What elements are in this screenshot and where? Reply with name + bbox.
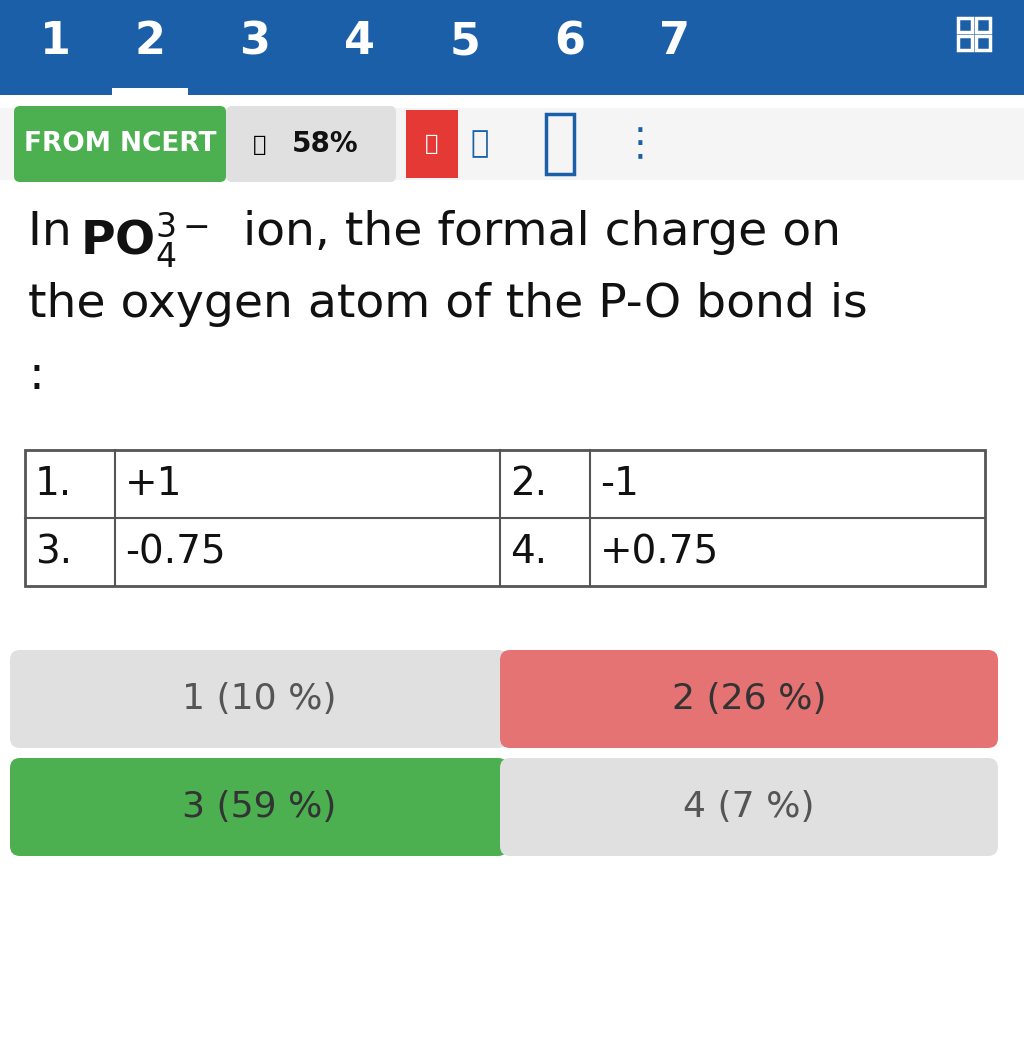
FancyBboxPatch shape	[10, 650, 508, 748]
FancyBboxPatch shape	[25, 450, 985, 586]
Text: 3.: 3.	[35, 533, 72, 571]
FancyBboxPatch shape	[14, 106, 226, 183]
Text: 👍: 👍	[253, 135, 266, 155]
Text: 3: 3	[240, 20, 270, 63]
Text: 2 (26 %): 2 (26 %)	[672, 682, 826, 716]
Text: the oxygen atom of the P-O bond is: the oxygen atom of the P-O bond is	[28, 282, 867, 327]
Text: ion, the formal charge on: ion, the formal charge on	[228, 210, 841, 255]
Text: +1: +1	[125, 465, 182, 503]
FancyBboxPatch shape	[10, 757, 508, 856]
FancyBboxPatch shape	[0, 108, 1024, 180]
Text: 58%: 58%	[292, 130, 358, 158]
FancyBboxPatch shape	[0, 0, 1024, 95]
Text: +0.75: +0.75	[600, 533, 719, 571]
Text: 5: 5	[450, 20, 480, 63]
Text: :: :	[28, 354, 44, 399]
Text: 1.: 1.	[35, 465, 73, 503]
FancyBboxPatch shape	[500, 757, 998, 856]
Text: $\mathbf{PO}_4^{3-}$: $\mathbf{PO}_4^{3-}$	[80, 210, 209, 270]
Text: 4 (7 %): 4 (7 %)	[683, 790, 815, 824]
Text: 6: 6	[555, 20, 586, 63]
FancyBboxPatch shape	[500, 650, 998, 748]
Text: FROM NCERT: FROM NCERT	[24, 131, 216, 157]
Text: 4.: 4.	[510, 533, 547, 571]
Text: ❌: ❌	[425, 134, 438, 154]
Text: In: In	[28, 210, 87, 255]
Text: 2.: 2.	[510, 465, 547, 503]
Text: 3 (59 %): 3 (59 %)	[182, 790, 336, 824]
Text: ⋮: ⋮	[621, 124, 659, 164]
Text: 4: 4	[344, 20, 376, 63]
Text: 7: 7	[659, 20, 690, 63]
FancyBboxPatch shape	[226, 106, 396, 183]
Text: 📋: 📋	[471, 130, 489, 158]
Text: 2: 2	[134, 20, 166, 63]
FancyBboxPatch shape	[406, 110, 458, 178]
Text: -1: -1	[600, 465, 639, 503]
FancyBboxPatch shape	[112, 88, 188, 95]
Text: 1 (10 %): 1 (10 %)	[181, 682, 336, 716]
Text: -0.75: -0.75	[125, 533, 225, 571]
Text: 1: 1	[40, 20, 71, 63]
